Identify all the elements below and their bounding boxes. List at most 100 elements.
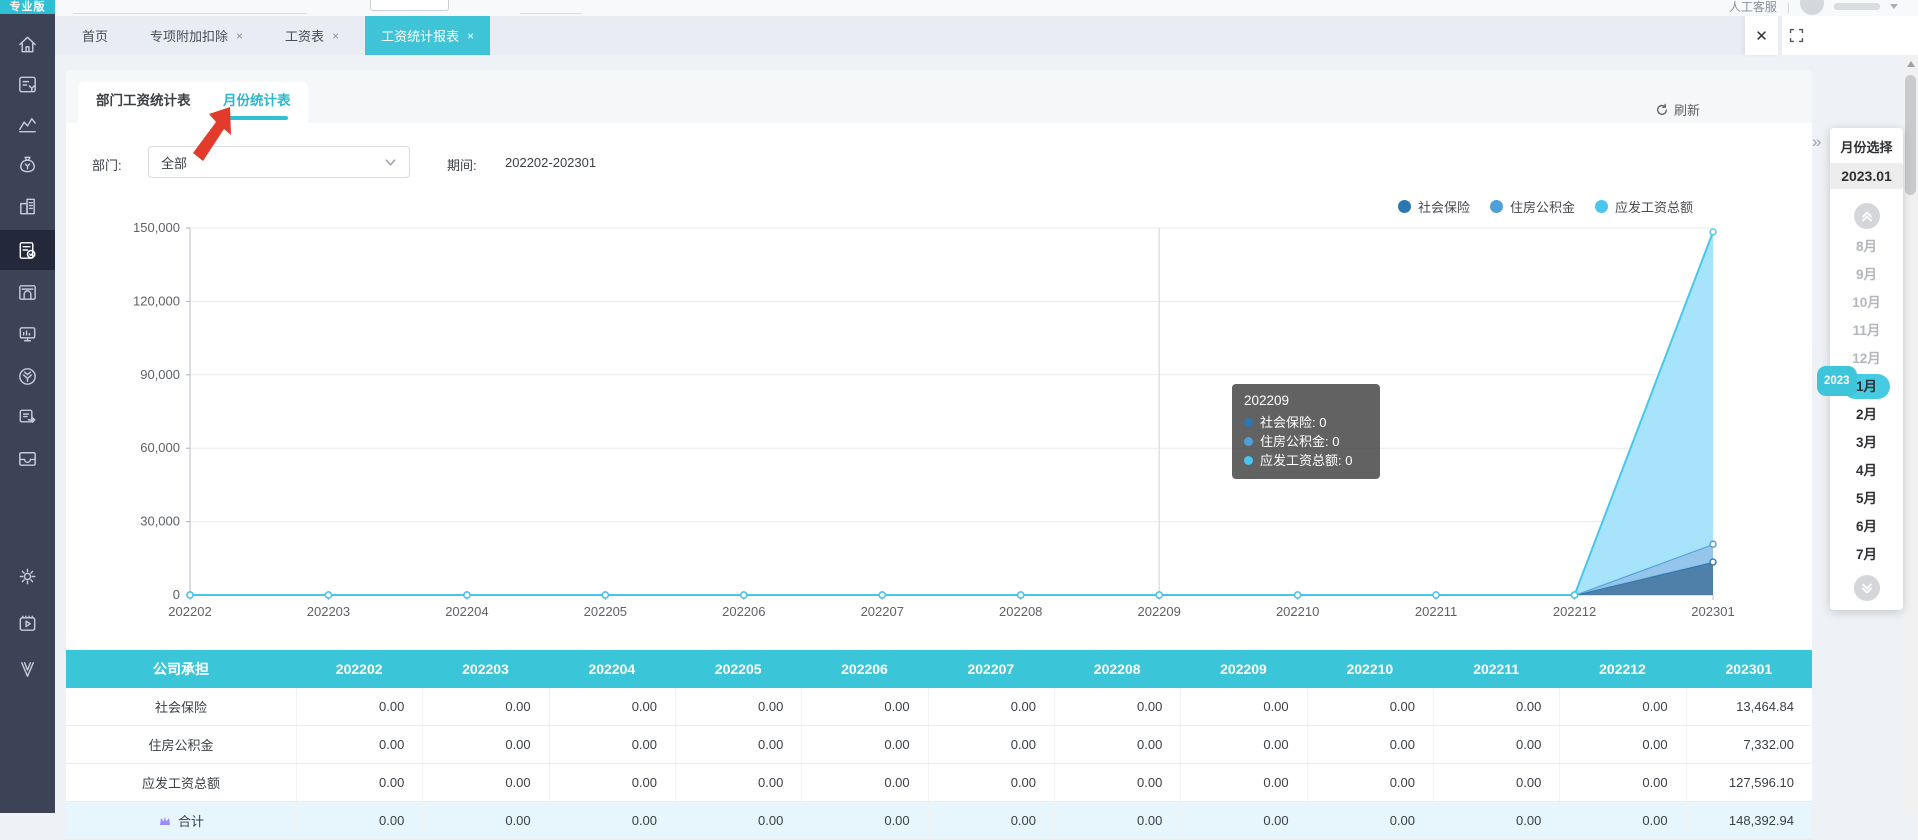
month-scroll-up-button[interactable] xyxy=(1853,203,1880,229)
table-cell: 0.00 xyxy=(1559,764,1685,801)
reports-icon xyxy=(19,117,36,132)
tab-close-icon[interactable]: × xyxy=(332,28,340,43)
sidebar-item-settings[interactable] xyxy=(0,556,55,596)
table-cell: 0.00 xyxy=(422,764,548,801)
table-cell: 0.00 xyxy=(927,726,1054,763)
sidebar-item-terminal[interactable] xyxy=(0,314,55,354)
top-strip-underline xyxy=(73,13,307,14)
row-header-column: 公司承担 xyxy=(153,661,209,677)
voucher-icon xyxy=(19,76,36,92)
year-badge: 2023 xyxy=(1817,366,1857,396)
table-cell: 0.00 xyxy=(1306,726,1433,763)
table-cell: 0.00 xyxy=(801,688,927,725)
table-cell: 0.00 xyxy=(548,764,675,801)
svg-text:202212: 202212 xyxy=(1553,604,1596,619)
sidebar-item-transfer[interactable] xyxy=(0,397,55,437)
svg-text:120,000: 120,000 xyxy=(133,293,180,308)
funds-icon xyxy=(20,156,35,172)
sidebar-item-archive[interactable] xyxy=(0,438,55,478)
table-row[interactable]: 社会保险 0.00 0.00 0.00 0.00 0.00 0.00 0.00 0.00 0.00… xyxy=(66,688,1812,726)
tab-label: 首页 xyxy=(82,29,109,44)
subtab-department-report[interactable]: 部门工资统计表 xyxy=(96,93,191,108)
tab-2[interactable]: 专项附加扣除 × xyxy=(134,16,259,55)
sidebar-item-video-help[interactable] xyxy=(0,603,55,643)
month-item-1月[interactable]: 2023 1月 xyxy=(1817,366,1903,401)
svg-text:0: 0 xyxy=(173,587,180,602)
scrollbar-up-arrow[interactable] xyxy=(1906,61,1915,67)
table-cell: 0.00 xyxy=(1433,726,1559,763)
home-icon xyxy=(19,36,36,52)
month-item-3月[interactable]: 3月 xyxy=(1855,435,1877,450)
total-crown-icon xyxy=(158,814,172,828)
salary-month-chart[interactable]: 0 30,000 60,000 90,000 120,000 150,000 202202 2… xyxy=(66,190,1821,638)
table-cell: 7,332.00 xyxy=(1685,726,1812,763)
svg-text:30,000: 30,000 xyxy=(140,514,180,529)
sidebar-item-salary-report[interactable] xyxy=(0,230,55,270)
table-cell: 0.00 xyxy=(1559,802,1685,839)
service-link[interactable]: 人工客服 xyxy=(1728,0,1777,14)
month-item-7月[interactable]: 7月 xyxy=(1855,547,1877,562)
month-scroll-down-button[interactable] xyxy=(1853,575,1880,601)
sidebar-item-reports[interactable] xyxy=(0,104,55,144)
chevron-down-icon[interactable] xyxy=(1890,4,1898,9)
sidebar-item-brand-v[interactable] xyxy=(0,649,55,689)
legend-label: 社会保险 xyxy=(1418,200,1471,215)
legend-item[interactable]: 住房公积金 xyxy=(1490,197,1575,216)
sidebar-item-tax[interactable] xyxy=(0,356,55,396)
table-cell: 0.00 xyxy=(675,802,801,839)
month-item-4月[interactable]: 4月 xyxy=(1855,463,1877,478)
vertical-scrollbar[interactable] xyxy=(1903,55,1918,813)
column-header: 202208 xyxy=(1093,661,1141,677)
tab-close-icon[interactable]: × xyxy=(467,28,475,43)
svg-text:150,000: 150,000 xyxy=(133,220,180,235)
table-cell: 0.00 xyxy=(296,688,422,725)
table-cell: 0.00 xyxy=(1054,726,1180,763)
month-item-5月[interactable]: 5月 xyxy=(1855,491,1877,506)
table-cell: 0.00 xyxy=(548,726,675,763)
table-row[interactable]: 应发工资总额 0.00 0.00 0.00 0.00 0.00 0.00 0.00 0.00 0.… xyxy=(66,764,1812,802)
month-item-9月[interactable]: 9月 xyxy=(1855,267,1877,282)
month-item-10月[interactable]: 10月 xyxy=(1852,295,1881,310)
tab-3[interactable]: 工资表 × xyxy=(269,16,355,55)
archive-icon xyxy=(19,451,36,466)
refresh-button[interactable]: 刷新 xyxy=(1655,100,1700,119)
period-filter-label: 期间: xyxy=(447,158,477,173)
column-header: 202209 xyxy=(1220,661,1267,677)
legend-item[interactable]: 应发工资总额 xyxy=(1595,197,1693,216)
sidebar-item-home[interactable] xyxy=(0,24,55,64)
scrollbar-thumb[interactable] xyxy=(1905,75,1916,195)
sidebar-item-voucher[interactable] xyxy=(0,64,55,104)
table-cell: 0.00 xyxy=(422,726,548,763)
panel-collapse-icon[interactable]: » xyxy=(1812,132,1822,151)
dept-select[interactable]: 全部 xyxy=(148,146,410,178)
avatar[interactable] xyxy=(1800,0,1824,15)
table-row[interactable]: 住房公积金 0.00 0.00 0.00 0.00 0.00 0.00 0.00 0.00 0.0… xyxy=(66,726,1812,764)
subtab-month-report[interactable]: 月份统计表 xyxy=(223,93,291,108)
table-cell: 0.00 xyxy=(801,802,927,839)
table-cell: 0.00 xyxy=(927,802,1054,839)
svg-text:202207: 202207 xyxy=(861,604,904,619)
month-item-12月[interactable]: 12月 xyxy=(1852,351,1881,366)
close-tab-button[interactable]: ✕ xyxy=(1745,16,1778,55)
tab-close-icon[interactable]: × xyxy=(236,28,244,43)
month-item-11月[interactable]: 11月 xyxy=(1852,323,1881,338)
legend-item[interactable]: 社会保险 xyxy=(1398,197,1470,216)
top-strip: 人工客服 | xyxy=(55,0,1918,16)
sidebar-item-bank[interactable] xyxy=(0,272,55,312)
month-item-2月[interactable]: 2月 xyxy=(1855,407,1877,422)
sidebar-item-company[interactable] xyxy=(0,186,55,226)
tab-1[interactable]: 首页 xyxy=(66,16,124,55)
month-item-8月[interactable]: 8月 xyxy=(1855,239,1877,254)
table-cell: 0.00 xyxy=(548,802,675,839)
table-cell: 0.00 xyxy=(422,688,548,725)
month-item-6月[interactable]: 6月 xyxy=(1855,519,1877,534)
sidebar-item-funds[interactable] xyxy=(0,144,55,184)
row-label: 合计 xyxy=(66,811,296,830)
chart-legend: 社会保险 住房公积金 应发工资总额 xyxy=(1398,197,1693,216)
tab-4[interactable]: 工资统计报表 × xyxy=(365,16,491,55)
fullscreen-button[interactable] xyxy=(1782,16,1918,55)
legend-dot xyxy=(1490,200,1504,213)
table-row[interactable]: 合计 0.00 0.00 0.00 0.00 0.00 0.00 0.00 0.00 0.00 0.… xyxy=(66,802,1812,840)
terminal-icon xyxy=(19,326,36,341)
month-panel-title: 月份选择 xyxy=(1840,140,1893,155)
